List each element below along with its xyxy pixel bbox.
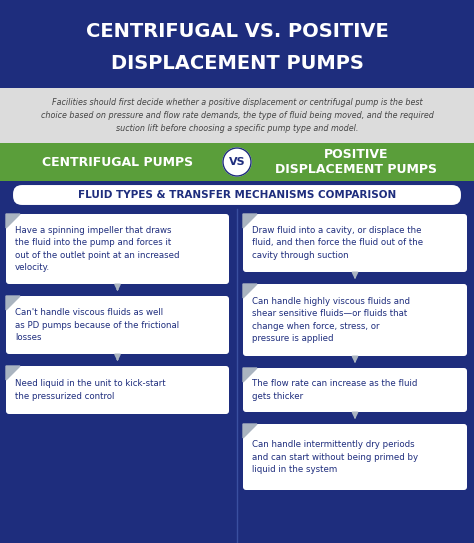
Polygon shape <box>243 368 257 382</box>
FancyBboxPatch shape <box>0 88 474 143</box>
Text: FLUID TYPES & TRANSFER MECHANISMS COMPARISON: FLUID TYPES & TRANSFER MECHANISMS COMPAR… <box>78 190 396 200</box>
Text: DISPLACEMENT PUMPS: DISPLACEMENT PUMPS <box>110 54 364 73</box>
FancyBboxPatch shape <box>0 0 474 88</box>
Text: Can't handle viscous fluids as well
as PD pumps because of the frictional
losses: Can't handle viscous fluids as well as P… <box>15 308 179 342</box>
FancyBboxPatch shape <box>12 184 462 206</box>
FancyBboxPatch shape <box>0 181 474 209</box>
Text: VS: VS <box>228 157 246 167</box>
Text: POSITIVE
DISPLACEMENT PUMPS: POSITIVE DISPLACEMENT PUMPS <box>275 148 437 176</box>
Text: CENTRIFUGAL VS. POSITIVE: CENTRIFUGAL VS. POSITIVE <box>86 22 388 41</box>
Polygon shape <box>6 366 20 380</box>
Text: Have a spinning impeller that draws
the fluid into the pump and forces it
out of: Have a spinning impeller that draws the … <box>15 226 180 272</box>
Polygon shape <box>243 214 257 228</box>
FancyBboxPatch shape <box>0 143 474 181</box>
Text: CENTRIFUGAL PUMPS: CENTRIFUGAL PUMPS <box>43 155 193 168</box>
Polygon shape <box>243 424 257 438</box>
Polygon shape <box>6 214 20 228</box>
FancyBboxPatch shape <box>243 424 467 490</box>
FancyBboxPatch shape <box>6 214 229 284</box>
Text: Can handle highly viscous fluids and
shear sensitive fluids—or fluids that
chang: Can handle highly viscous fluids and she… <box>252 297 410 343</box>
FancyBboxPatch shape <box>6 296 229 354</box>
Text: Draw fluid into a cavity, or displace the
fluid, and then force the fluid out of: Draw fluid into a cavity, or displace th… <box>252 226 423 260</box>
Text: Can handle intermittently dry periods
and can start without being primed by
liqu: Can handle intermittently dry periods an… <box>252 440 418 473</box>
Polygon shape <box>6 296 20 310</box>
FancyBboxPatch shape <box>6 366 229 414</box>
FancyBboxPatch shape <box>243 284 467 356</box>
Polygon shape <box>243 284 257 298</box>
FancyBboxPatch shape <box>243 214 467 272</box>
Text: Facilities should first decide whether a positive displacement or centrifugal pu: Facilities should first decide whether a… <box>41 98 433 133</box>
FancyBboxPatch shape <box>243 368 467 412</box>
Text: Need liquid in the unit to kick-start
the pressurized control: Need liquid in the unit to kick-start th… <box>15 380 165 401</box>
Text: The flow rate can increase as the fluid
gets thicker: The flow rate can increase as the fluid … <box>252 380 418 401</box>
Circle shape <box>223 148 251 176</box>
